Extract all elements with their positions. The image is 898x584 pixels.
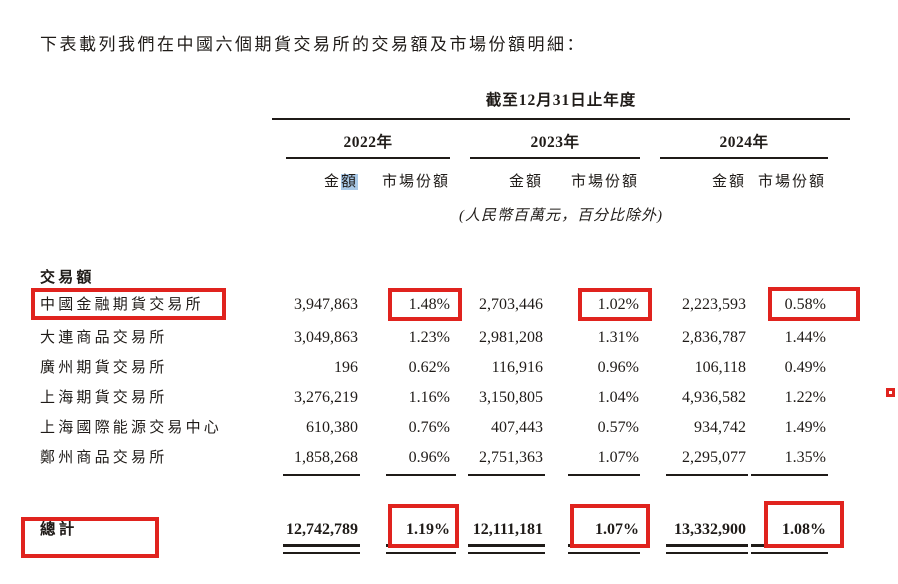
annotation-box-total-2022-share <box>388 504 459 548</box>
table-row: 大連商品交易所 3,049,863 1.23% 2,981,208 1.31% … <box>0 328 898 348</box>
cell-2023-share: 1.07% <box>597 449 639 466</box>
row-label: 上海國際能源交易中心 <box>40 420 223 436</box>
column-header-row: 金額 市場份額 金額 市場份額 金額 市場份額 <box>0 171 898 193</box>
cell-2024-amount: 4,936,582 <box>682 389 746 406</box>
cell-2022-amount: 3,276,219 <box>294 389 358 406</box>
col-header-amount-2023: 金額 <box>508 174 543 190</box>
annotation-box-total-2023-share <box>570 504 650 548</box>
cell-2022-share: 0.62% <box>408 359 450 376</box>
cell-2024-share: 1.22% <box>784 389 826 406</box>
amount-text: 金 <box>323 174 341 190</box>
col-header-amount-2022: 金額 <box>324 171 358 193</box>
column-subtotal-rule <box>468 474 545 476</box>
table-row: 上海國際能源交易中心 610,380 0.76% 407,443 0.57% 9… <box>0 418 898 438</box>
cell-2024-amount: 2,836,787 <box>682 329 746 346</box>
cell-2024-share: 1.49% <box>784 419 826 436</box>
total-2023-amount: 12,111,181 <box>472 521 543 538</box>
column-subtotal-rule <box>568 474 640 476</box>
cell-2022-amount: 1,858,268 <box>294 449 358 466</box>
cell-2023-amount: 2,703,446 <box>479 296 543 313</box>
total-2023-share: 1.07% <box>595 521 639 538</box>
cell-2024-amount: 106,118 <box>694 359 746 376</box>
cell-2024-amount: 2,223,593 <box>682 296 746 313</box>
cell-2024-share: 0.49% <box>784 359 826 376</box>
cell-2023-amount: 2,981,208 <box>479 329 543 346</box>
cell-2022-amount: 3,049,863 <box>294 329 358 346</box>
total-2022-amount: 12,742,789 <box>286 521 358 538</box>
cell-2023-share: 0.57% <box>597 419 639 436</box>
cell-2022-share: 0.76% <box>408 419 450 436</box>
table-row: 上海期貨交易所 3,276,219 1.16% 3,150,805 1.04% … <box>0 388 898 408</box>
cell-2023-amount: 116,916 <box>491 359 543 376</box>
intro-text: 下表載列我們在中國六個期貨交易所的交易額及市場份額明細： <box>40 35 586 54</box>
col-header-share-2023: 市場份額 <box>570 174 639 190</box>
row-label: 上海期貨交易所 <box>40 390 168 406</box>
cell-2024-amount: 2,295,077 <box>682 449 746 466</box>
column-subtotal-rule <box>283 474 360 476</box>
period-header: 截至12月31日止年度 <box>485 92 637 109</box>
cell-2022-amount: 3,947,863 <box>294 296 358 313</box>
total-2024-share: 1.08% <box>782 521 826 538</box>
annotation-box-2024-share <box>768 287 860 321</box>
annotation-box-cffex <box>31 288 226 320</box>
cell-2023-share: 1.02% <box>597 296 639 313</box>
total-double-rule <box>468 544 545 554</box>
cell-2022-share: 1.23% <box>408 329 450 346</box>
total-row: 總計 12,742,789 1.19% 12,111,181 1.07% 13,… <box>0 520 898 540</box>
cell-2022-amount: 610,380 <box>306 419 358 436</box>
column-subtotal-rule <box>751 474 828 476</box>
cell-2023-share: 1.31% <box>597 329 639 346</box>
section-header-turnover: 交易額 <box>40 270 95 286</box>
cell-2022-share: 1.16% <box>408 389 450 406</box>
row-label: 大連商品交易所 <box>40 330 168 346</box>
column-subtotal-rule <box>666 474 748 476</box>
annotation-box-total-label <box>21 517 159 558</box>
col-header-amount-2024: 金額 <box>711 174 746 190</box>
cell-2024-share: 1.44% <box>784 329 826 346</box>
cell-2023-share: 1.04% <box>597 389 639 406</box>
total-2022-share: 1.19% <box>406 521 450 538</box>
total-double-rule <box>666 544 748 554</box>
cell-2022-amount: 196 <box>334 359 358 376</box>
cell-2024-amount: 934,742 <box>694 419 746 436</box>
cell-2023-amount: 407,443 <box>491 419 543 436</box>
cell-2023-amount: 3,150,805 <box>479 389 543 406</box>
year-rule-2022 <box>286 157 450 159</box>
period-header-rule <box>272 118 850 120</box>
red-marker-dot <box>886 388 895 397</box>
cell-2024-share: 0.58% <box>784 296 826 313</box>
table-row: 中國金融期貨交易所 3,947,863 1.48% 2,703,446 1.02… <box>0 295 898 315</box>
cell-2023-share: 0.96% <box>597 359 639 376</box>
cell-2023-amount: 2,751,363 <box>479 449 543 466</box>
cell-2022-share: 0.96% <box>408 449 450 466</box>
table-row: 廣州期貨交易所 196 0.62% 116,916 0.96% 106,118 … <box>0 358 898 378</box>
year-header-2022: 2022年 <box>343 134 393 151</box>
col-header-share-2024: 市場份額 <box>757 174 826 190</box>
row-label: 中國金融期貨交易所 <box>40 297 204 313</box>
annotation-box-2023-share <box>578 288 652 321</box>
row-label: 鄭州商品交易所 <box>40 450 168 466</box>
text-selection-highlight: 額 <box>340 174 358 190</box>
column-subtotal-rule <box>386 474 456 476</box>
annotation-box-2022-share <box>388 288 462 321</box>
year-header-2023: 2023年 <box>530 134 580 151</box>
total-double-rule <box>283 544 360 554</box>
table-row: 鄭州商品交易所 1,858,268 0.96% 2,751,363 1.07% … <box>0 448 898 468</box>
total-label: 總計 <box>40 521 78 538</box>
cell-2024-share: 1.35% <box>784 449 826 466</box>
year-rule-2023 <box>470 157 640 159</box>
row-label: 廣州期貨交易所 <box>40 360 168 376</box>
unit-note: (人民幣百萬元，百分比除外) <box>459 208 663 224</box>
annotation-box-total-2024-share <box>764 501 844 548</box>
year-header-2024: 2024年 <box>719 134 769 151</box>
year-rule-2024 <box>660 157 828 159</box>
col-header-share-2022: 市場份額 <box>381 174 450 190</box>
cell-2022-share: 1.48% <box>408 296 450 313</box>
total-2024-amount: 13,332,900 <box>674 521 746 538</box>
